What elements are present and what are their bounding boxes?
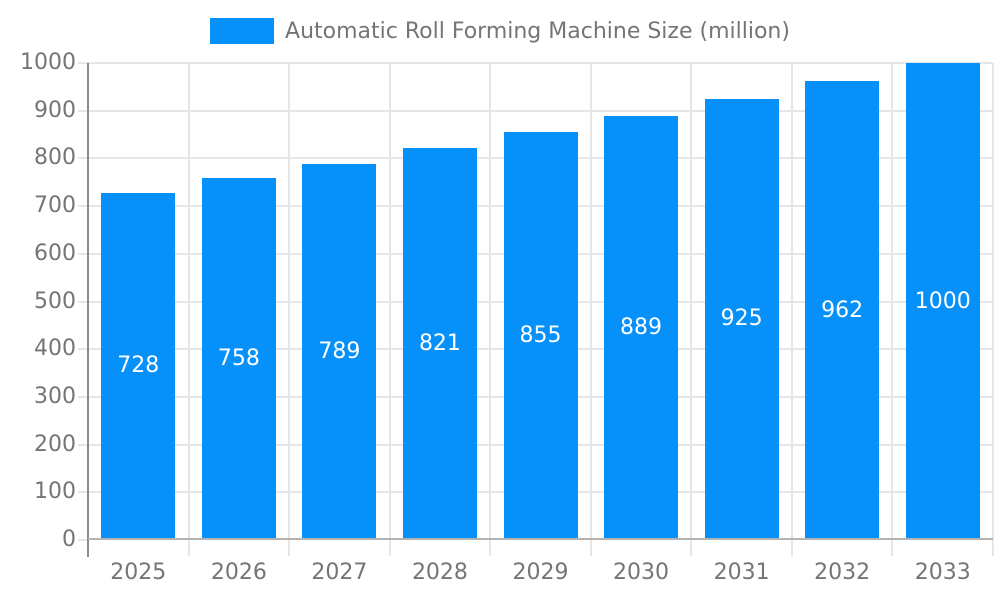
y-axis-tick <box>78 205 88 208</box>
gridline-vertical <box>388 63 391 540</box>
x-axis-tick <box>187 540 190 556</box>
gridline-vertical <box>790 63 793 540</box>
plot-area: 728 758 789 821 855 889 925 962 1000 <box>87 62 994 557</box>
y-axis-label: 0 <box>62 527 76 552</box>
gridline-horizontal <box>88 109 993 112</box>
y-axis-tick <box>78 62 88 64</box>
x-axis-label: 2030 <box>613 560 670 585</box>
gridline-vertical <box>288 63 291 540</box>
x-axis-label: 2033 <box>914 560 971 585</box>
gridline-horizontal <box>88 62 993 64</box>
bar-2028[interactable]: 821 <box>402 148 477 540</box>
x-axis-label: 2031 <box>713 560 770 585</box>
bar-value-label: 789 <box>318 338 361 364</box>
y-axis-tick <box>78 109 88 112</box>
x-axis-tick <box>690 540 693 556</box>
bar-2030[interactable]: 889 <box>604 115 679 540</box>
x-axis-tick <box>489 540 492 556</box>
bar-value-label: 855 <box>519 323 562 349</box>
legend-color-swatch-icon <box>210 18 275 44</box>
bar-2032[interactable]: 962 <box>805 81 880 540</box>
x-axis-label: 2026 <box>210 560 267 585</box>
y-axis-label: 600 <box>34 240 76 266</box>
x-axis-tick <box>288 540 291 556</box>
y-axis-label: 100 <box>34 479 76 505</box>
x-axis-label: 2032 <box>814 560 871 585</box>
x-axis-line <box>88 538 993 540</box>
bar-2029[interactable]: 855 <box>503 132 578 540</box>
x-axis-tick <box>891 540 894 556</box>
y-axis-label: 200 <box>34 431 76 457</box>
bar-2026[interactable]: 758 <box>201 178 276 540</box>
x-axis-tick <box>992 540 994 556</box>
x-axis-tick <box>388 540 391 556</box>
y-axis-tick <box>78 300 88 303</box>
gridline-vertical <box>992 63 994 540</box>
y-axis-tick <box>78 395 88 398</box>
y-axis-label: 500 <box>34 288 76 314</box>
gridline-vertical <box>589 63 592 540</box>
gridline-vertical <box>187 63 190 540</box>
gridline-vertical <box>891 63 894 540</box>
bar-value-label: 889 <box>620 314 663 340</box>
legend-series-label: Automatic Roll Forming Machine Size (mil… <box>285 18 790 44</box>
y-axis-label: 400 <box>34 336 76 362</box>
x-axis-label: 2025 <box>110 560 167 585</box>
x-axis-tick <box>589 540 592 556</box>
bar-2027[interactable]: 789 <box>302 163 377 540</box>
bar-2025[interactable]: 728 <box>101 192 176 540</box>
bar-value-label: 758 <box>217 346 260 372</box>
y-axis-tick <box>78 348 88 351</box>
x-axis-label: 2029 <box>512 560 569 585</box>
x-axis-tick <box>790 540 793 556</box>
bar-2033[interactable]: 1000 <box>905 63 980 540</box>
y-axis-tick <box>78 157 88 160</box>
y-axis-label: 300 <box>34 383 76 409</box>
bar-2031[interactable]: 925 <box>704 98 779 540</box>
gridline-vertical <box>489 63 492 540</box>
bar-value-label: 821 <box>418 331 461 357</box>
y-axis-tick <box>78 491 88 494</box>
x-axis-label: 2027 <box>311 560 368 585</box>
y-axis-tick <box>78 443 88 446</box>
chart-legend[interactable]: Automatic Roll Forming Machine Size (mil… <box>0 18 1000 44</box>
y-axis-tick <box>78 539 88 541</box>
y-axis-label: 700 <box>34 193 76 219</box>
bar-value-label: 962 <box>821 297 864 323</box>
bar-value-label: 925 <box>720 306 763 332</box>
bar-value-label: 728 <box>117 353 160 379</box>
y-axis-tick <box>78 252 88 255</box>
y-axis-label: 900 <box>34 97 76 123</box>
y-axis-line <box>87 63 89 557</box>
y-axis-label: 1000 <box>20 50 76 75</box>
y-axis-label: 800 <box>34 145 76 171</box>
x-axis-label: 2028 <box>411 560 468 585</box>
bar-value-label: 1000 <box>914 288 971 314</box>
gridline-vertical <box>690 63 693 540</box>
